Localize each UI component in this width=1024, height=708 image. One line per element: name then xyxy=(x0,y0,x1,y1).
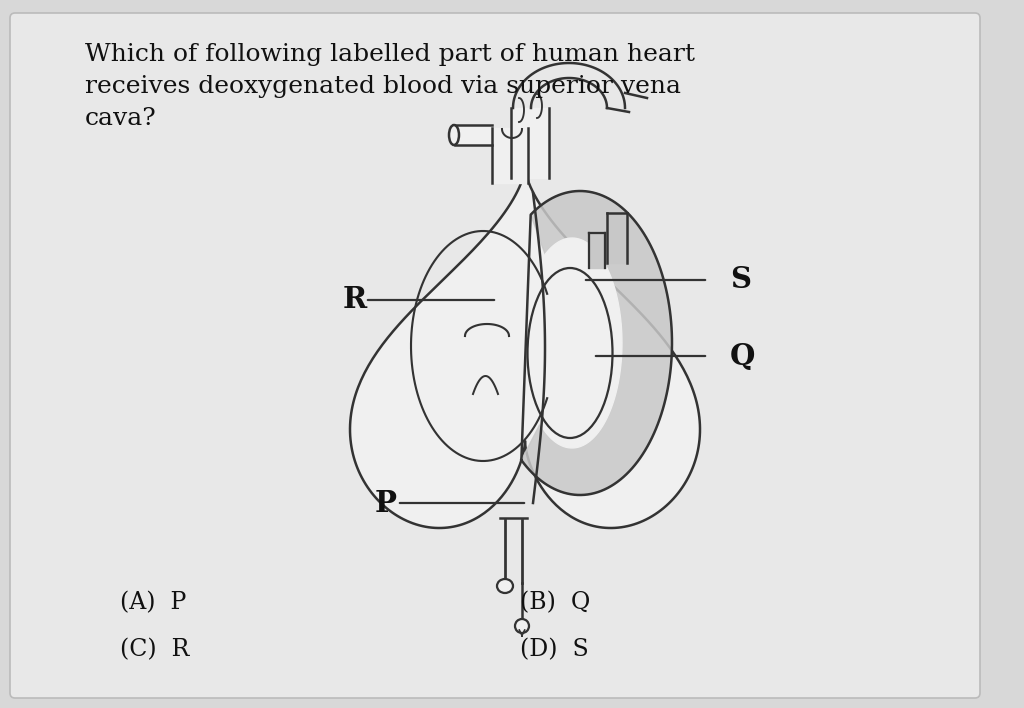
Ellipse shape xyxy=(527,268,612,438)
Polygon shape xyxy=(521,191,672,495)
Text: (C)  R: (C) R xyxy=(120,639,189,661)
Text: (A)  P: (A) P xyxy=(120,591,186,615)
Circle shape xyxy=(515,619,529,633)
Text: Q: Q xyxy=(730,341,756,370)
Text: R: R xyxy=(343,285,368,314)
Text: (D)  S: (D) S xyxy=(520,639,589,661)
Text: S: S xyxy=(730,266,751,295)
Ellipse shape xyxy=(449,125,459,145)
Text: Which of following labelled part of human heart
receives deoxygenated blood via : Which of following labelled part of huma… xyxy=(85,43,695,130)
Text: (B)  Q: (B) Q xyxy=(520,591,591,615)
FancyBboxPatch shape xyxy=(10,13,980,698)
Ellipse shape xyxy=(497,579,513,593)
Polygon shape xyxy=(350,168,700,528)
Text: P: P xyxy=(375,489,397,518)
Polygon shape xyxy=(540,238,622,448)
